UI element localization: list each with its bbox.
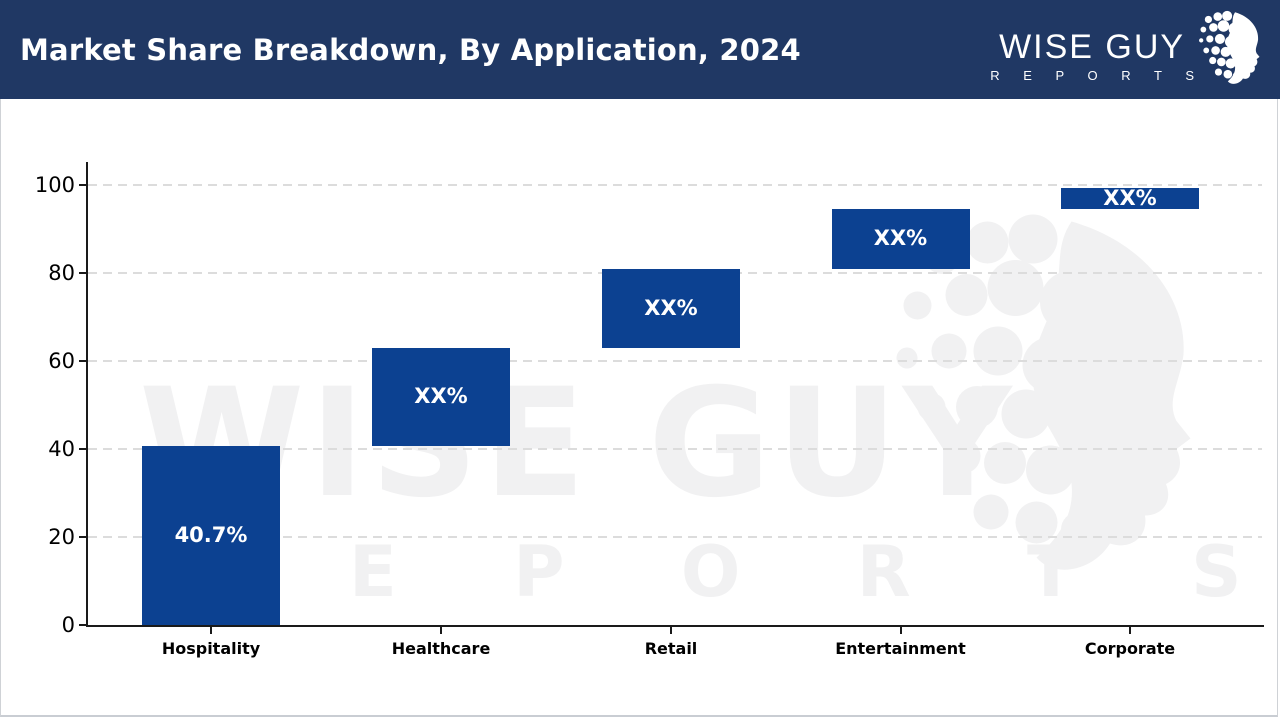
x-category-label: Entertainment (835, 639, 966, 658)
y-tick-label: 80 (48, 261, 75, 285)
y-tick-label: 100 (34, 173, 75, 197)
bar-hospitality: 40.7% (142, 445, 280, 625)
y-tick-label: 0 (61, 613, 75, 637)
x-tick-mark (440, 627, 442, 634)
x-category-label: Retail (644, 639, 698, 658)
gridline (88, 448, 1262, 450)
bar-value-label: XX% (873, 226, 928, 251)
page-title: Market Share Breakdown, By Application, … (20, 32, 801, 67)
bar-retail: XX% (602, 268, 740, 348)
gridline (88, 360, 1262, 362)
x-tick-mark (1129, 627, 1131, 634)
brand-subtitle: R E P O R T S (990, 68, 1204, 83)
x-category-label: Hospitality (161, 639, 261, 658)
y-tick-mark (79, 448, 87, 450)
bar-entertainment: XX% (831, 209, 970, 269)
y-tick-mark (79, 184, 87, 186)
brand-logo: WISE GUY R E P O R T S (980, 6, 1266, 92)
x-axis-line (86, 625, 1264, 627)
bar-value-label: 40.7% (174, 522, 248, 547)
bar-value-label: XX% (1103, 186, 1157, 211)
brand-name: WISE GUY (999, 28, 1186, 66)
x-tick-mark (899, 627, 902, 634)
gridline (88, 184, 1262, 186)
bar-healthcare: XX% (372, 347, 510, 446)
bar-value-label: XX% (644, 295, 698, 320)
x-category-label: Healthcare (391, 639, 491, 658)
y-tick-mark (79, 360, 87, 362)
bar-value-label: XX% (414, 384, 468, 409)
y-axis-line (86, 162, 88, 625)
y-tick-mark (79, 536, 87, 538)
y-tick-label: 60 (48, 349, 75, 373)
brand-logo-text: WISE GUY R E P O R T S (980, 30, 1204, 82)
x-tick-mark (210, 627, 212, 634)
x-category-label: Corporate (1084, 639, 1176, 658)
y-tick-label: 20 (48, 525, 75, 549)
bar-corporate: XX% (1061, 186, 1199, 211)
y-tick-mark (79, 272, 87, 274)
y-tick-mark (79, 624, 87, 626)
watermark-text-1: WISE GUY (139, 357, 1017, 531)
x-tick-mark (670, 627, 672, 634)
gridline (88, 536, 1262, 538)
header-bar: Market Share Breakdown, By Application, … (0, 0, 1280, 99)
y-tick-label: 40 (48, 437, 75, 461)
